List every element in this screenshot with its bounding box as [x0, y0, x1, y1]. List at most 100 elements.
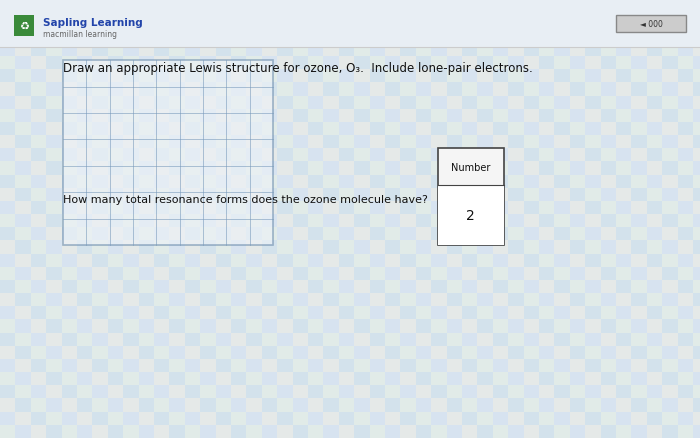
- Bar: [77, 215, 92, 228]
- Bar: [647, 44, 662, 57]
- Bar: [308, 83, 323, 96]
- Bar: [585, 175, 601, 188]
- Bar: [400, 293, 416, 307]
- Bar: [62, 412, 77, 425]
- Bar: [277, 254, 293, 267]
- Bar: [62, 83, 77, 96]
- Bar: [216, 123, 231, 136]
- Bar: [585, 44, 601, 57]
- Bar: [416, 293, 431, 307]
- Bar: [169, 57, 185, 70]
- Bar: [524, 254, 539, 267]
- Bar: [585, 57, 601, 70]
- Bar: [438, 186, 504, 245]
- Bar: [693, 215, 700, 228]
- Bar: [123, 267, 139, 280]
- Bar: [678, 399, 693, 412]
- Bar: [662, 215, 678, 228]
- Bar: [231, 399, 246, 412]
- Bar: [631, 215, 647, 228]
- Bar: [169, 96, 185, 110]
- Bar: [200, 57, 216, 70]
- Bar: [185, 280, 200, 293]
- Bar: [92, 372, 108, 385]
- Bar: [616, 359, 631, 372]
- Bar: [570, 149, 585, 162]
- Bar: [169, 136, 185, 149]
- Bar: [616, 280, 631, 293]
- Bar: [277, 333, 293, 346]
- Bar: [693, 359, 700, 372]
- Bar: [308, 57, 323, 70]
- Bar: [370, 346, 385, 359]
- Bar: [154, 110, 169, 123]
- Bar: [339, 293, 354, 307]
- Bar: [370, 215, 385, 228]
- Bar: [354, 162, 370, 175]
- Bar: [524, 162, 539, 175]
- Bar: [108, 359, 123, 372]
- Bar: [139, 162, 154, 175]
- Bar: [246, 333, 262, 346]
- Bar: [123, 44, 139, 57]
- Bar: [554, 333, 570, 346]
- Bar: [678, 0, 693, 4]
- Bar: [123, 136, 139, 149]
- Bar: [15, 57, 31, 70]
- Bar: [570, 399, 585, 412]
- Bar: [123, 293, 139, 307]
- Bar: [231, 123, 246, 136]
- Bar: [585, 136, 601, 149]
- Bar: [431, 385, 447, 399]
- Bar: [385, 162, 400, 175]
- Bar: [139, 0, 154, 4]
- Bar: [416, 359, 431, 372]
- Bar: [46, 96, 62, 110]
- Bar: [200, 385, 216, 399]
- Bar: [431, 228, 447, 241]
- Bar: [246, 215, 262, 228]
- Bar: [631, 110, 647, 123]
- Bar: [62, 175, 77, 188]
- Bar: [631, 149, 647, 162]
- Bar: [216, 201, 231, 215]
- Bar: [77, 123, 92, 136]
- Bar: [123, 96, 139, 110]
- Bar: [493, 96, 508, 110]
- Bar: [200, 162, 216, 175]
- Bar: [508, 320, 524, 333]
- Bar: [92, 385, 108, 399]
- Bar: [277, 188, 293, 201]
- Bar: [154, 333, 169, 346]
- Bar: [447, 110, 462, 123]
- Bar: [262, 412, 277, 425]
- Bar: [416, 149, 431, 162]
- Bar: [678, 412, 693, 425]
- Bar: [447, 320, 462, 333]
- Bar: [370, 333, 385, 346]
- Bar: [416, 110, 431, 123]
- Bar: [477, 333, 493, 346]
- Bar: [31, 83, 46, 96]
- Bar: [92, 293, 108, 307]
- Bar: [431, 307, 447, 320]
- Bar: [524, 188, 539, 201]
- Bar: [616, 18, 631, 31]
- Bar: [277, 307, 293, 320]
- Bar: [554, 385, 570, 399]
- Bar: [154, 425, 169, 438]
- Bar: [462, 359, 477, 372]
- Bar: [447, 31, 462, 44]
- Bar: [370, 110, 385, 123]
- Bar: [462, 267, 477, 280]
- Bar: [15, 241, 31, 254]
- Bar: [370, 70, 385, 83]
- Bar: [354, 320, 370, 333]
- Bar: [277, 293, 293, 307]
- Bar: [354, 412, 370, 425]
- Bar: [493, 18, 508, 31]
- Bar: [15, 359, 31, 372]
- Bar: [616, 385, 631, 399]
- Bar: [662, 280, 678, 293]
- Bar: [370, 18, 385, 31]
